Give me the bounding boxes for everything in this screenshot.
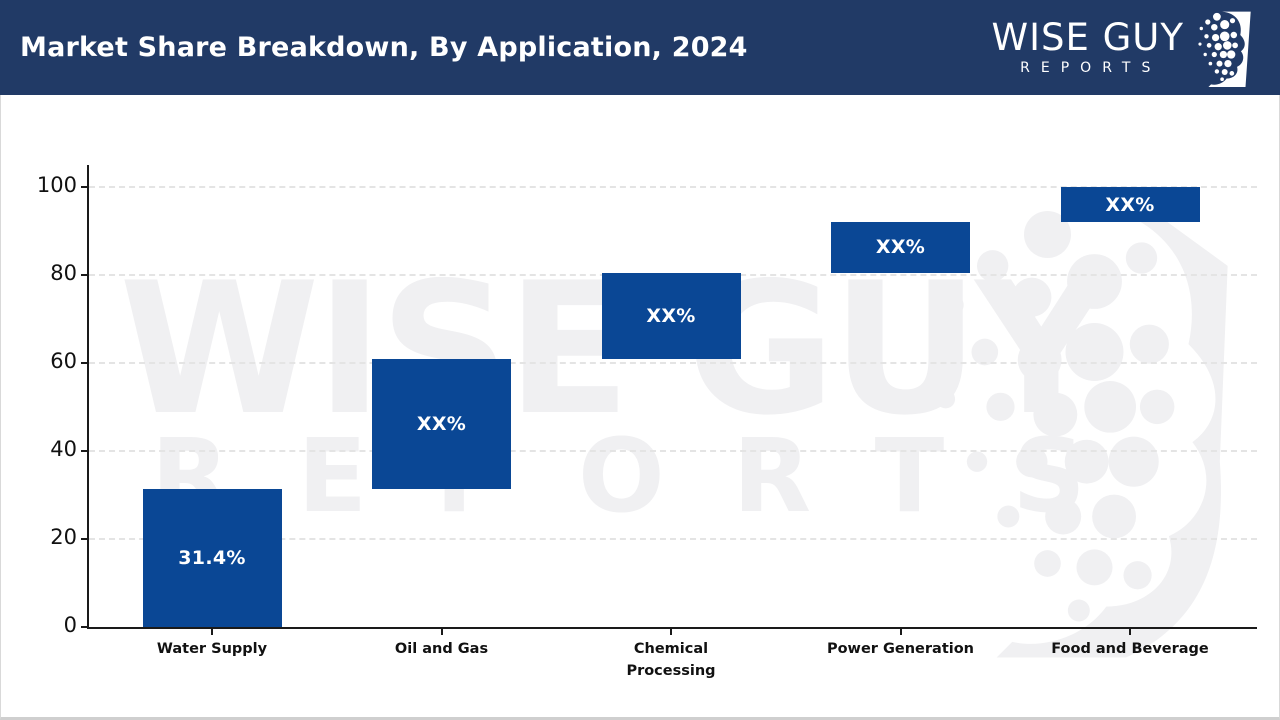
y-axis-line [87, 165, 89, 629]
x-axis-line [87, 627, 1257, 629]
y-gridline [89, 362, 1257, 364]
x-tick-mark [670, 629, 672, 635]
x-category-label-line: Food and Beverage [1051, 641, 1209, 657]
y-gridline [89, 538, 1257, 540]
y-tick-label: 80 [50, 261, 77, 285]
y-tick-label: 0 [63, 613, 77, 637]
bar-oil-and-gas: XX% [372, 358, 511, 489]
logo-wordmark: WISE GUY [991, 16, 1184, 60]
x-category-label-line: Chemical [633, 641, 709, 657]
x-category-label-chemical-processing: Chemical Processing [561, 639, 781, 683]
y-gridline [89, 186, 1257, 188]
x-tick-mark [440, 629, 443, 635]
chart-canvas: WISE GUY REPORTS 0 20 40 60 80 100 31.4% Water … [0, 95, 1280, 720]
x-category-label-oil-and-gas: Oil and Gas [332, 639, 552, 661]
wise-guy-reports-logo: WISE GUY REPORTS [992, 5, 1252, 91]
y-gridline [89, 450, 1257, 452]
x-tick-mark [211, 629, 213, 635]
logo-sub-wordmark: REPORTS [1020, 59, 1162, 76]
bar-value-label: XX% [875, 236, 926, 259]
bar-food-and-beverage: XX% [1060, 187, 1200, 223]
x-category-label-line: Water Supply [156, 641, 268, 657]
bar-chemical-processing: XX% [601, 272, 741, 359]
y-tick-mark [81, 538, 89, 540]
x-category-label-power-generation: Power Generation [791, 639, 1011, 661]
y-tick-mark [81, 450, 89, 452]
x-category-label-food-and-beverage: Food and Beverage [1020, 639, 1240, 661]
y-tick-label: 20 [50, 525, 77, 549]
x-category-label-line: Processing [626, 662, 716, 679]
bar-value-label: XX% [646, 304, 696, 327]
bar-water-supply: 31.4% [142, 488, 282, 627]
x-category-label-line: Oil and Gas [394, 641, 489, 657]
x-category-label-water-supply: Water Supply [102, 639, 322, 661]
y-tick-label: 60 [50, 349, 77, 373]
x-tick-mark [1129, 629, 1131, 635]
bar-value-label: XX% [416, 412, 467, 435]
y-tick-label: 40 [50, 437, 77, 461]
bar-power-generation: XX% [831, 222, 970, 273]
y-tick-mark [81, 274, 89, 276]
bar-value-label: 31.4% [178, 546, 246, 569]
y-tick-mark [81, 186, 89, 188]
x-tick-mark [899, 629, 902, 635]
y-tick-mark [81, 626, 89, 628]
chart-title: Market Share Breakdown, By Application, … [20, 32, 748, 63]
plot-area: 0 20 40 60 80 100 31.4% Water Supply XX% Oil and … [1, 95, 1279, 717]
logo-text: WISE GUY REPORTS [991, 16, 1184, 76]
x-category-label-line: Power Generation [826, 641, 975, 657]
bar-value-label: XX% [1105, 193, 1155, 216]
y-tick-mark [81, 362, 89, 364]
y-tick-label: 100 [36, 173, 77, 197]
dotted-head-icon [1198, 11, 1251, 87]
header-bar: Market Share Breakdown, By Application, … [0, 0, 1280, 95]
